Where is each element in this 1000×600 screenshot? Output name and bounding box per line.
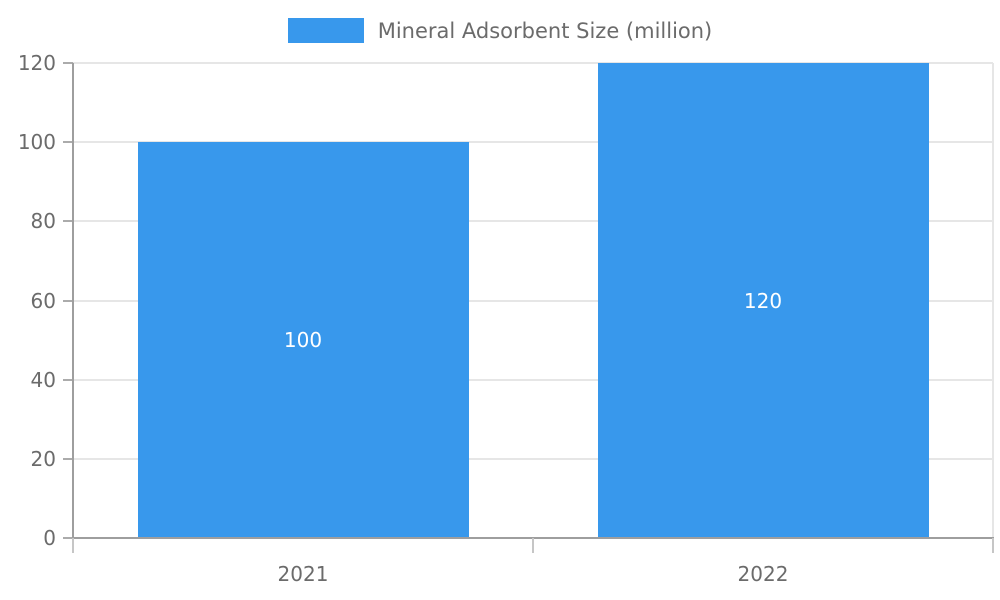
y-tick-label: 40 <box>30 367 56 392</box>
x-axis-label: 2021 <box>277 562 329 586</box>
gridline <box>73 62 993 64</box>
x-axis-label: 2022 <box>737 562 789 586</box>
y-axis-tick <box>63 537 73 539</box>
y-tick-label: 0 <box>43 526 56 550</box>
x-axis-tick <box>992 538 994 553</box>
gridline <box>73 378 993 381</box>
gridline <box>73 299 993 302</box>
y-axis-tick <box>63 141 73 144</box>
y-axis-tick <box>63 457 73 460</box>
gridline <box>73 141 993 144</box>
y-axis-tick <box>63 220 73 223</box>
x-axis-tick <box>72 538 74 553</box>
bar <box>597 63 929 538</box>
legend-swatch <box>287 18 364 43</box>
y-axis-tick <box>63 62 73 64</box>
y-axis-tick <box>63 378 73 381</box>
y-tick-label: 20 <box>30 446 56 471</box>
bar-value-label: 120 <box>743 288 783 313</box>
y-tick-label: 60 <box>30 288 56 313</box>
bar-value-label: 100 <box>283 328 323 353</box>
y-axis-tick <box>63 299 73 302</box>
bar <box>137 142 469 538</box>
plot-right-border <box>992 63 994 538</box>
gridline <box>73 220 993 223</box>
y-axis-line <box>72 63 74 540</box>
legend-label: Mineral Adsorbent Size (million) <box>377 18 713 43</box>
legend: Mineral Adsorbent Size (million) <box>0 18 1000 43</box>
y-tick-label: 120 <box>17 51 56 75</box>
y-tick-label: 80 <box>30 209 56 234</box>
gridline <box>73 457 993 460</box>
x-axis-tick <box>532 538 534 553</box>
y-tick-label: 100 <box>17 130 56 155</box>
